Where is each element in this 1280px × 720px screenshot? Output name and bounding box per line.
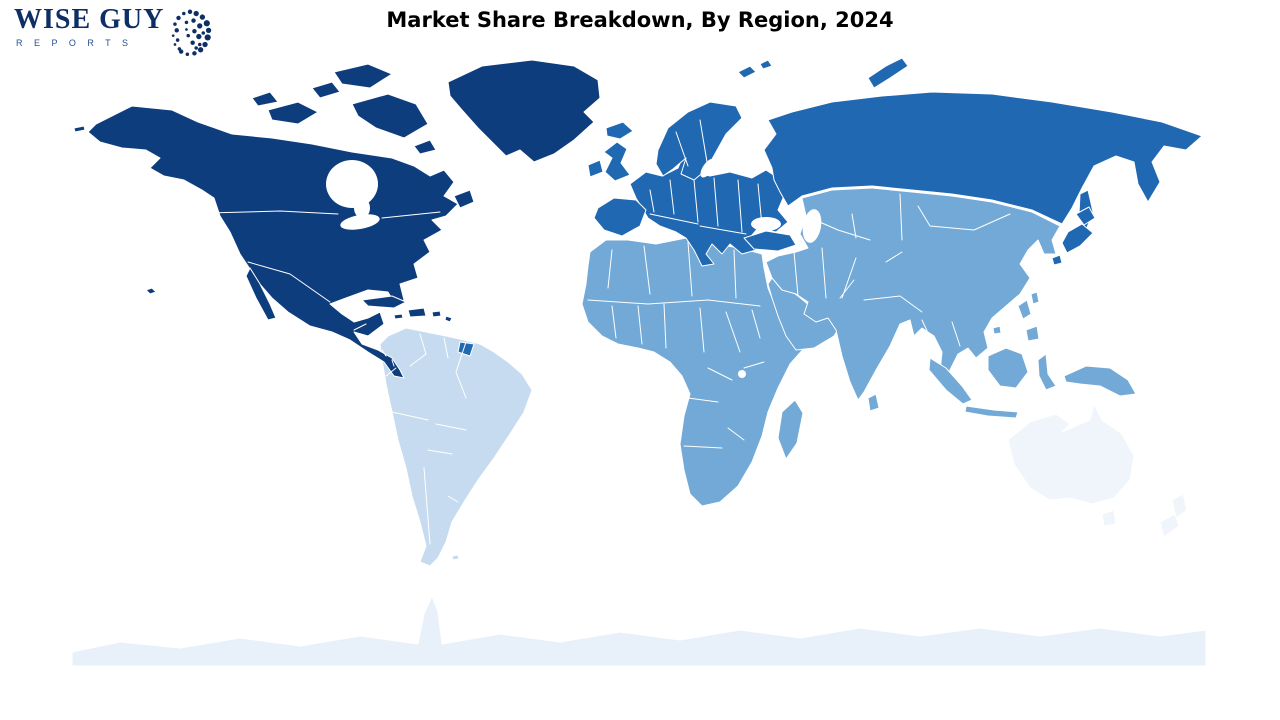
united-kingdom xyxy=(603,141,631,182)
south-america-mainland xyxy=(379,327,533,567)
new-zealand xyxy=(1159,493,1188,538)
region-europe xyxy=(587,101,797,267)
baja-california xyxy=(245,267,277,321)
region-japan xyxy=(1051,206,1096,266)
iberia xyxy=(593,197,647,237)
africa-borders xyxy=(587,241,765,449)
james-bay xyxy=(354,198,370,218)
australia xyxy=(1007,403,1135,505)
logo-subtext: R E P O R T S xyxy=(16,38,133,48)
canadian-arctic-islands xyxy=(73,63,437,155)
region-antarctica xyxy=(71,595,1207,667)
baltic-sea xyxy=(700,158,716,178)
dot-head-graphic xyxy=(172,9,212,56)
russia xyxy=(763,91,1203,225)
caspian-sea xyxy=(802,209,822,243)
hudson-bay xyxy=(326,160,378,208)
greenland xyxy=(447,59,601,163)
scandinavia xyxy=(655,101,743,181)
logo: WISE GUY R E P O R T S xyxy=(14,6,213,60)
north-america-borders xyxy=(207,210,441,367)
lake-victoria xyxy=(738,370,746,378)
region-oceania xyxy=(1007,403,1188,538)
region-south-america xyxy=(379,327,533,567)
asia-mainland xyxy=(765,187,1061,401)
country-borders xyxy=(207,119,1011,545)
logo-head-dots-icon xyxy=(172,9,212,56)
region-north-america xyxy=(73,59,601,379)
novaya-zemlya xyxy=(867,57,909,89)
inland-water xyxy=(326,158,822,378)
japan xyxy=(1051,206,1096,266)
newfoundland xyxy=(453,189,475,209)
ireland xyxy=(587,159,604,178)
antarctica xyxy=(71,595,1207,667)
iceland xyxy=(605,121,634,140)
tasmania xyxy=(1101,509,1117,527)
southeast-asia-islands xyxy=(867,291,1137,419)
caribbean-islands xyxy=(361,295,453,323)
chart-title: Market Share Breakdown, By Region, 2024 xyxy=(386,8,894,32)
black-sea xyxy=(751,217,781,231)
madagascar xyxy=(777,399,804,460)
logo-text: WISE GUY R E P O R T S xyxy=(14,4,165,49)
hawaii xyxy=(145,287,157,295)
south-america-borders xyxy=(385,333,467,545)
logo-wordmark: WISE GUY xyxy=(14,4,165,35)
great-lakes xyxy=(340,214,380,230)
region-russia xyxy=(737,57,1203,231)
svalbard xyxy=(737,59,773,79)
europe-borders xyxy=(649,119,763,235)
asia-borders xyxy=(793,193,1011,347)
